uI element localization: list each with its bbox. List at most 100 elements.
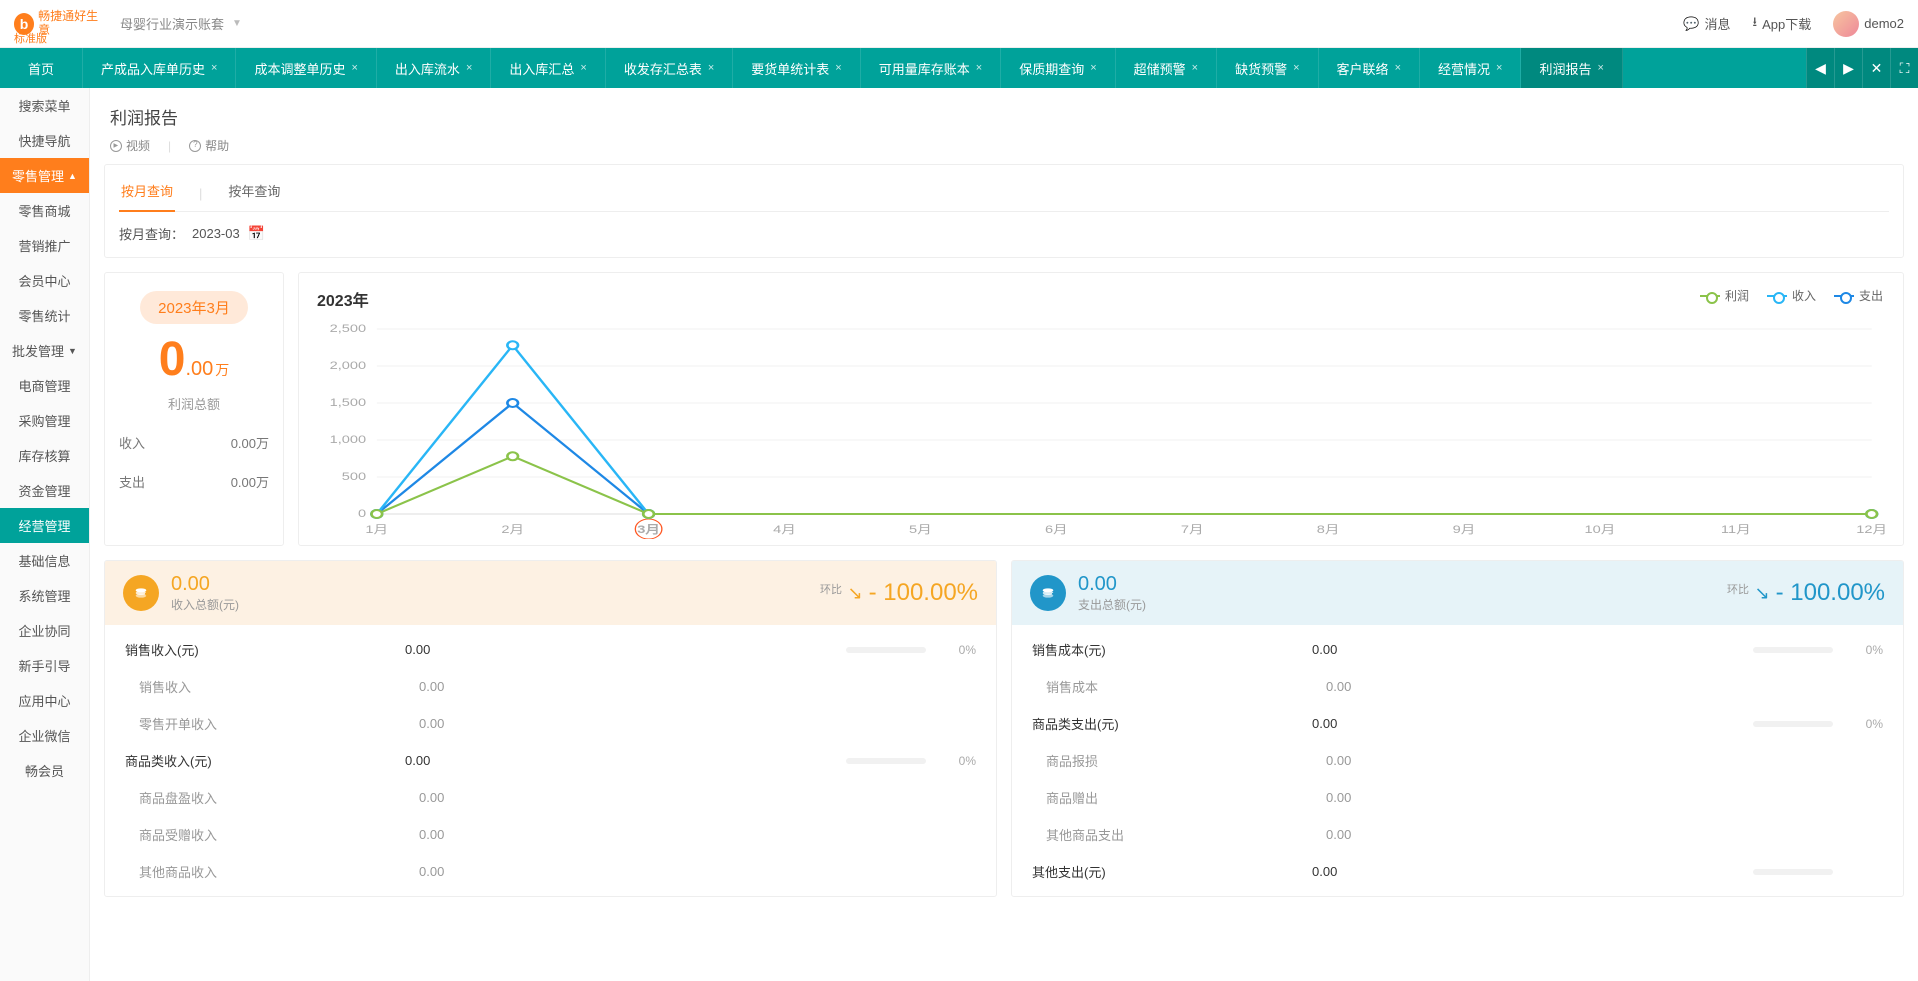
svg-text:9月: 9月 <box>1453 523 1476 536</box>
tabs-prev-button[interactable]: ◀ <box>1806 48 1834 88</box>
legend-label: 支出 <box>1859 287 1883 304</box>
close-icon[interactable]: × <box>835 62 841 74</box>
row-name: 销售成本 <box>1046 677 1326 696</box>
table-sub-row: 销售收入0.00 <box>105 668 996 705</box>
tabs-close-button[interactable]: ✕ <box>1862 48 1890 88</box>
sidebar-item[interactable]: 新手引导 <box>0 648 89 683</box>
sidebar-item[interactable]: 应用中心 <box>0 683 89 718</box>
legend-item[interactable]: 收入 <box>1767 287 1816 304</box>
tab-item[interactable]: 经营情况× <box>1420 48 1521 88</box>
sidebar-item[interactable]: 采购管理 <box>0 403 89 438</box>
separator: | <box>199 186 202 201</box>
close-icon[interactable]: × <box>1090 62 1096 74</box>
tab-label: 出入库流水 <box>395 59 460 78</box>
legend-item[interactable]: 利润 <box>1700 287 1749 304</box>
row-bar <box>1432 721 1833 727</box>
summary-row: 收入0.00万 <box>119 433 269 452</box>
close-icon[interactable]: × <box>466 62 472 74</box>
tab-item[interactable]: 出入库流水 × <box>377 48 491 88</box>
account-selector[interactable]: 母婴行业演示账套 ▼ <box>120 14 242 33</box>
help-link[interactable]: 帮助 <box>189 137 229 154</box>
sidebar-item[interactable]: 系统管理 <box>0 578 89 613</box>
big-int: 0 <box>159 333 186 386</box>
summary-key: 支出 <box>119 472 145 491</box>
row-name: 商品类支出(元) <box>1032 714 1312 733</box>
close-icon[interactable]: × <box>1496 62 1502 74</box>
row-pct: 0% <box>926 754 976 768</box>
tab-item[interactable]: 利润报告 × <box>1521 48 1622 88</box>
sidebar-item[interactable]: 电商管理 <box>0 368 89 403</box>
tab-label: 客户联络 <box>1337 59 1389 78</box>
query-tab[interactable]: 按年查询 <box>226 175 282 211</box>
tabs-next-button[interactable]: ▶ <box>1834 48 1862 88</box>
close-icon[interactable]: × <box>351 62 357 74</box>
logo[interactable]: b 畅捷通好生意 标准版 <box>14 10 104 36</box>
calendar-icon[interactable]: 📅 <box>248 225 265 242</box>
sidebar-item[interactable]: 零售管理▲ <box>0 158 89 193</box>
sidebar-item[interactable]: 企业微信 <box>0 718 89 753</box>
sidebar-item[interactable]: 基础信息 <box>0 543 89 578</box>
close-icon[interactable]: × <box>580 62 586 74</box>
sidebar-item[interactable]: 经营管理 <box>0 508 89 543</box>
row-name: 商品赠出 <box>1046 788 1326 807</box>
messages-button[interactable]: 💬 消息 <box>1683 14 1730 33</box>
close-icon[interactable]: × <box>1395 62 1401 74</box>
sidebar-item[interactable]: 资金管理 <box>0 473 89 508</box>
tab-item[interactable]: 可用量库存账本× <box>861 48 1001 88</box>
sidebar-item[interactable]: 零售商城 <box>0 193 89 228</box>
tabs-fullscreen-button[interactable]: ⛶ <box>1890 48 1918 88</box>
tab-label: 利润报告 <box>1539 59 1591 78</box>
sidebar-item[interactable]: 批发管理▼ <box>0 333 89 368</box>
svg-text:11月: 11月 <box>1721 523 1751 536</box>
svg-text:3月: 3月 <box>637 523 660 536</box>
tab-item[interactable]: 收发存汇总表× <box>606 48 733 88</box>
tab-item[interactable]: 产成品入库单历史× <box>83 48 236 88</box>
tab-item[interactable]: 缺货预警 × <box>1217 48 1318 88</box>
query-tab[interactable]: 按月查询 <box>119 175 175 212</box>
video-link[interactable]: 视频 <box>110 137 150 154</box>
row-name: 商品盘盈收入 <box>139 788 419 807</box>
sidebar-item[interactable]: 会员中心 <box>0 263 89 298</box>
close-icon[interactable]: × <box>1597 62 1603 74</box>
table-sub-row: 其他商品收入0.00 <box>105 853 996 890</box>
expense-total-label: 支出总额(元) <box>1078 596 1146 613</box>
tab-item[interactable]: 要货单统计表× <box>733 48 860 88</box>
tab-item[interactable]: 超储预警 × <box>1116 48 1217 88</box>
income-hb-value: - 100.00% <box>869 579 978 607</box>
sidebar-item[interactable]: 畅会员 <box>0 753 89 788</box>
expense-total-value: 0.00 <box>1078 573 1146 596</box>
legend-marker <box>1767 291 1787 301</box>
sidebar-item[interactable]: 营销推广 <box>0 228 89 263</box>
tab-item[interactable]: 成本调整单历史× <box>236 48 376 88</box>
month-query-value[interactable]: 2023-03 <box>192 226 240 241</box>
row-name: 商品报损 <box>1046 751 1326 770</box>
tab-item[interactable]: 客户联络 × <box>1319 48 1420 88</box>
close-icon[interactable]: × <box>211 62 217 74</box>
sidebar-item[interactable]: 搜索菜单 <box>0 88 89 123</box>
legend-label: 收入 <box>1792 287 1816 304</box>
sidebar-item-label: 系统管理 <box>18 586 70 605</box>
main-content: 利润报告 视频 | 帮助 按月查询|按年查询 按月查询： 2023-03 📅 <box>90 88 1918 981</box>
app-download-button[interactable]: ⭳ App下载 <box>1753 13 1812 35</box>
sidebar-item[interactable]: 库存核算 <box>0 438 89 473</box>
legend-item[interactable]: 支出 <box>1834 287 1883 304</box>
row-name: 零售开单收入 <box>139 714 419 733</box>
account-name: 母婴行业演示账套 <box>120 14 224 33</box>
tab-item[interactable]: 出入库汇总× <box>491 48 605 88</box>
close-icon[interactable]: × <box>708 62 714 74</box>
summary-period: 2023年3月 <box>140 291 248 324</box>
tab-label: 缺货预警 <box>1235 59 1287 78</box>
close-icon[interactable]: × <box>1192 62 1198 74</box>
sidebar-item[interactable]: 零售统计 <box>0 298 89 333</box>
svg-text:2,000: 2,000 <box>330 359 367 372</box>
tab-label: 超储预警 <box>1134 59 1186 78</box>
tab-item[interactable]: 保质期查询× <box>1001 48 1115 88</box>
user-menu[interactable]: demo2 <box>1833 11 1904 37</box>
tab-home[interactable]: 首页 <box>0 48 83 88</box>
help-label: 帮助 <box>205 137 229 154</box>
close-icon[interactable]: × <box>1293 62 1299 74</box>
close-icon[interactable]: × <box>976 62 982 74</box>
summary-key: 收入 <box>119 433 145 452</box>
sidebar-item[interactable]: 快捷导航 <box>0 123 89 158</box>
sidebar-item[interactable]: 企业协同 <box>0 613 89 648</box>
